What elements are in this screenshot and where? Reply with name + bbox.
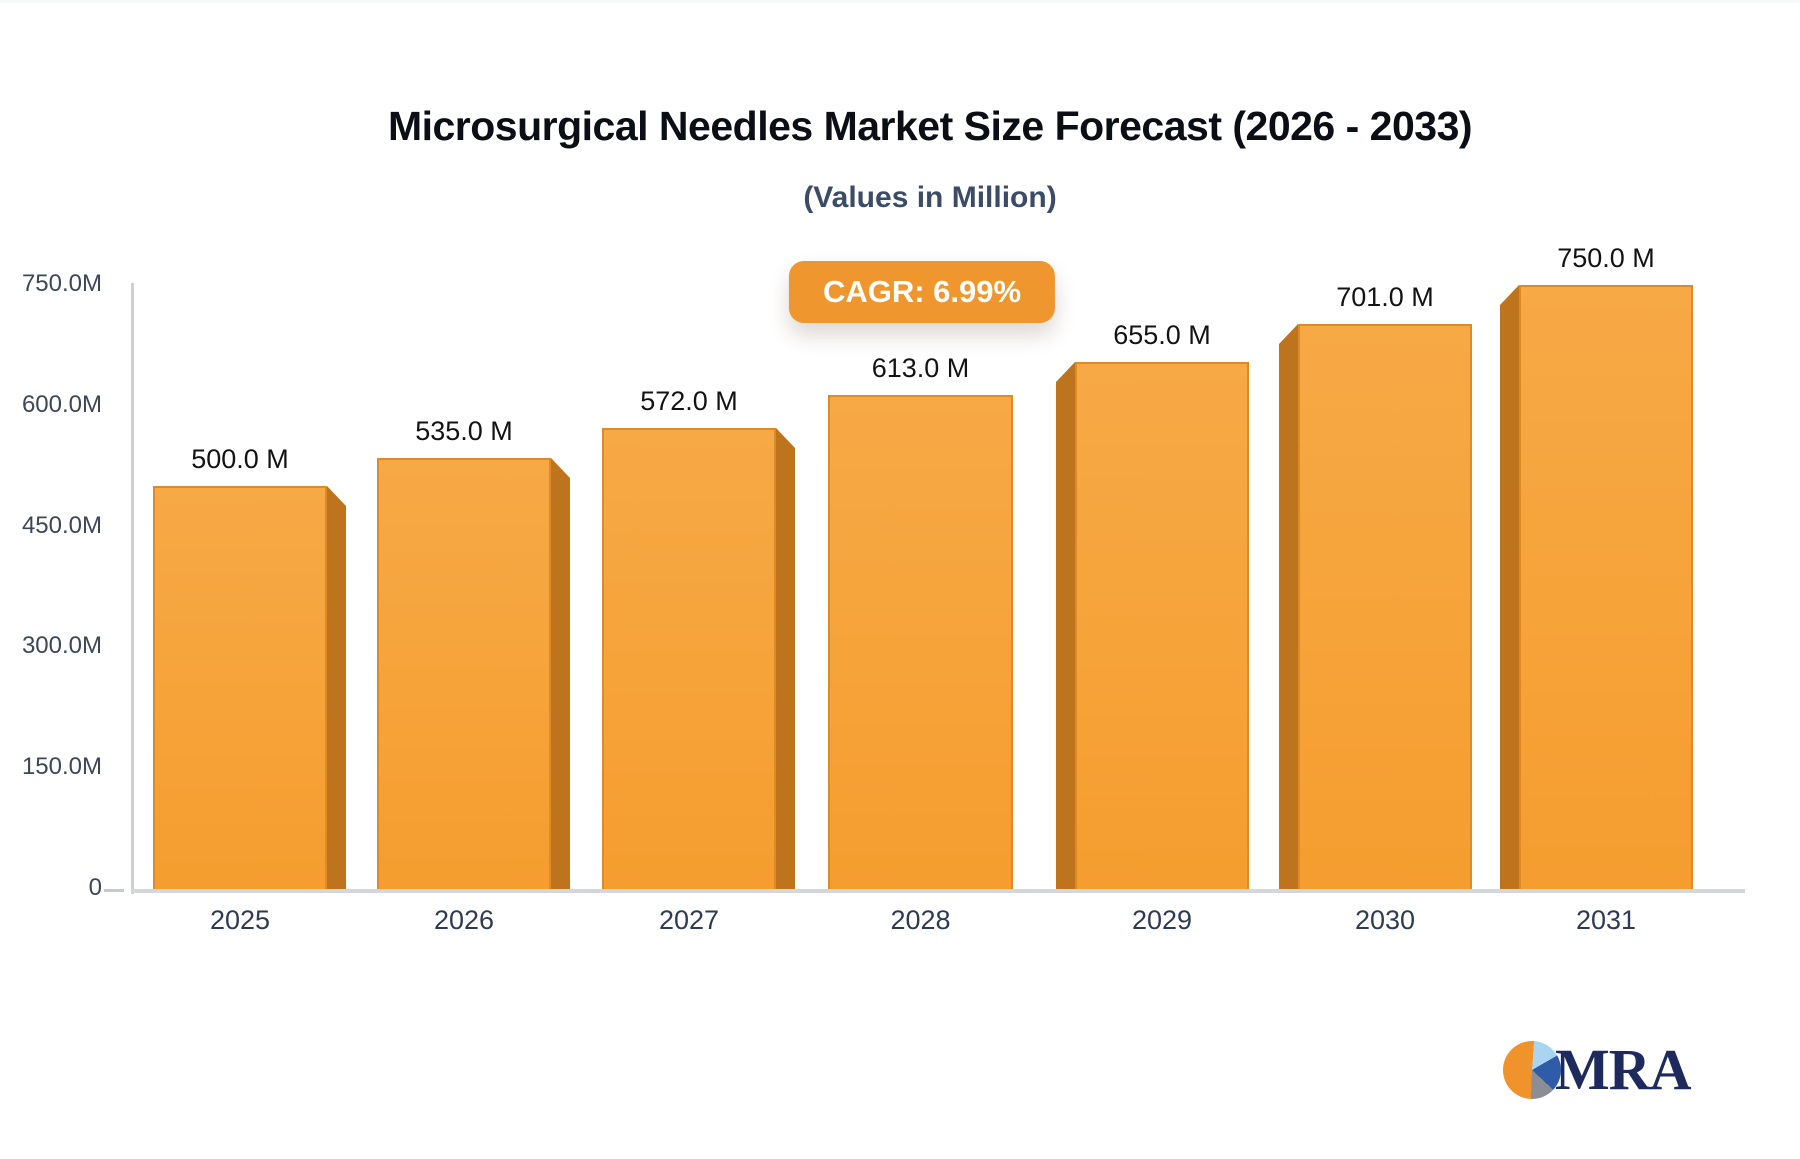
y-tick-label: 300.0M <box>21 632 102 660</box>
bar-front-face <box>1298 324 1472 889</box>
bar-2030 <box>1279 324 1472 889</box>
x-tick-label: 2027 <box>658 905 720 935</box>
bar-front-face <box>602 428 776 889</box>
bar-side-face <box>1500 285 1519 889</box>
bar-side-face <box>776 428 795 889</box>
bar-front-face <box>828 395 1013 889</box>
x-axis-line <box>131 889 1745 893</box>
brand-logo: MRA <box>1503 1037 1692 1102</box>
x-tick-label: 2026 <box>433 905 495 935</box>
bar-2025 <box>153 486 346 889</box>
bar-side-face <box>1056 362 1075 889</box>
cagr-badge: CAGR: 6.99% <box>788 261 1056 323</box>
bar-value-label: 535.0 M <box>415 416 513 446</box>
bar-value-label: 701.0 M <box>1336 282 1434 312</box>
y-tick-label: 0 <box>88 874 102 901</box>
logo-text: MRA <box>1555 1037 1692 1102</box>
bar-front-face <box>153 486 327 889</box>
bar-side-face <box>1279 324 1298 889</box>
bar-2028 <box>828 395 1013 889</box>
x-tick-label: 2031 <box>1575 905 1637 935</box>
zero-tick-mark <box>104 889 124 892</box>
y-tick-label: 750.0M <box>21 270 102 297</box>
y-tick-label: 450.0M <box>21 511 102 539</box>
bar-value-label: 655.0 M <box>1113 320 1211 350</box>
bar-front-face <box>1075 362 1249 889</box>
bar-side-face <box>551 458 570 889</box>
bar-2029 <box>1056 362 1249 889</box>
bar-value-label: 500.0 M <box>191 444 289 474</box>
x-tick-label: 2029 <box>1131 905 1193 935</box>
bar-value-label: 613.0 M <box>871 353 970 383</box>
bar-2026 <box>377 458 570 889</box>
y-tick-label: 150.0M <box>21 753 102 781</box>
x-tick-label: 2025 <box>209 905 271 935</box>
page-title: Microsurgical Needles Market Size Foreca… <box>387 103 1473 149</box>
y-axis-line <box>131 283 134 894</box>
x-tick-label: 2028 <box>890 905 951 935</box>
x-tick-label: 2030 <box>1354 905 1416 935</box>
bar-side-face <box>327 486 346 889</box>
pie-chart-logo-icon <box>1503 1041 1561 1099</box>
bar-2031 <box>1500 285 1693 889</box>
page-subtitle: (Values in Million) <box>803 181 1057 214</box>
bar-2027 <box>602 428 795 889</box>
plot-area: 750.0M 600.0M 450.0M 300.0M 150.0M 0 500.0 M 5… <box>0 3 1800 1159</box>
bar-front-face <box>377 458 551 889</box>
bar-value-label: 750.0 M <box>1557 243 1655 273</box>
bar-front-face <box>1519 285 1693 889</box>
y-tick-label: 600.0M <box>21 390 102 418</box>
bar-value-label: 572.0 M <box>640 386 738 416</box>
